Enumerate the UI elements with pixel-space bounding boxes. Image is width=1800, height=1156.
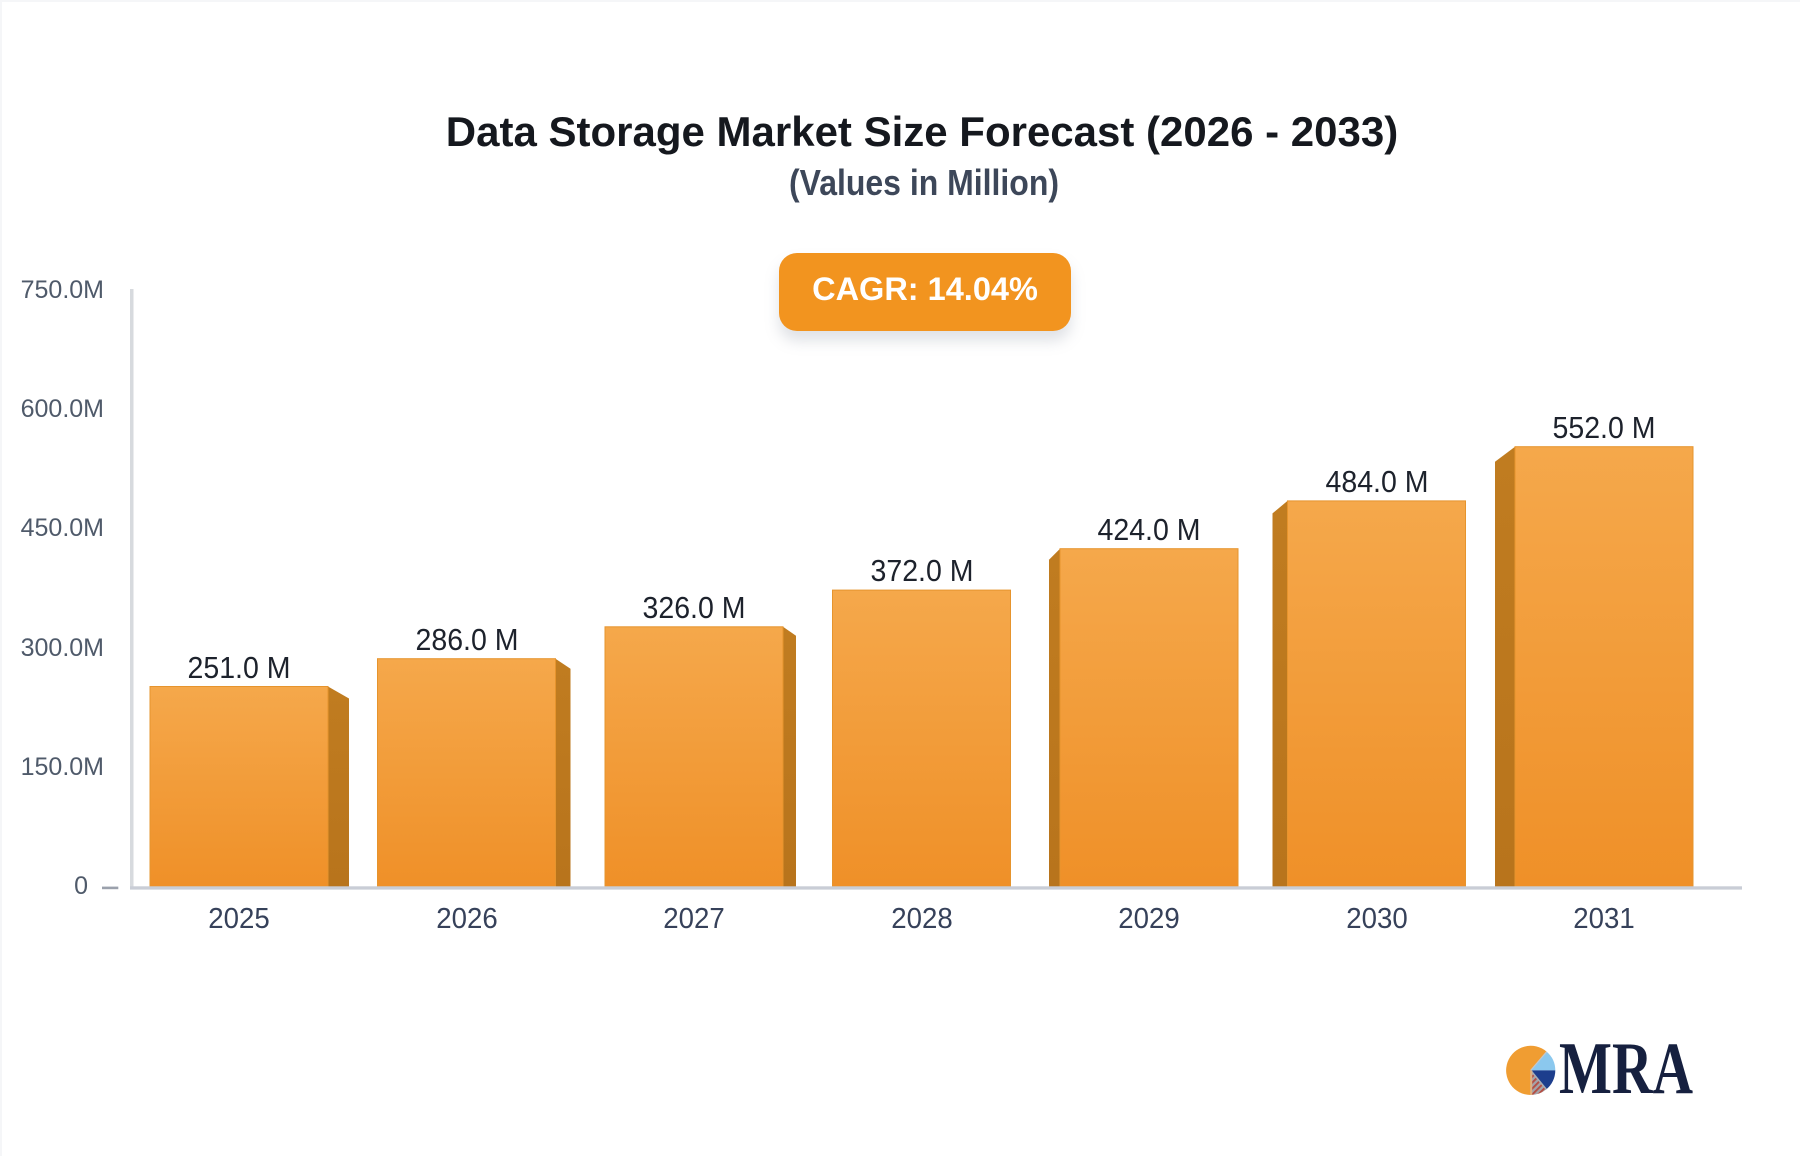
svg-text:MRA: MRA [1559, 1028, 1693, 1110]
